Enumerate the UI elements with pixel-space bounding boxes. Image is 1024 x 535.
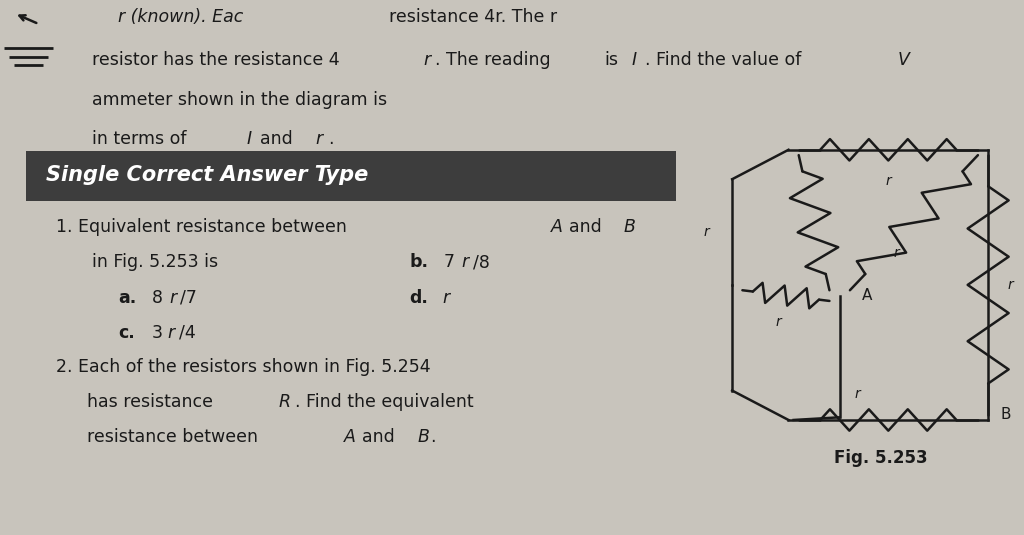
Text: /4: /4 bbox=[179, 324, 196, 342]
Text: 8: 8 bbox=[152, 289, 163, 307]
Text: and: and bbox=[260, 130, 293, 148]
Text: has resistance: has resistance bbox=[87, 393, 213, 411]
Text: and: and bbox=[569, 218, 602, 236]
Text: I: I bbox=[632, 51, 637, 69]
Text: a.: a. bbox=[118, 289, 136, 307]
Text: A: A bbox=[344, 428, 356, 446]
Text: /8: /8 bbox=[473, 253, 489, 271]
Text: b.: b. bbox=[410, 253, 429, 271]
Text: A: A bbox=[551, 218, 563, 236]
Text: r: r bbox=[315, 130, 323, 148]
Text: . Find the equivalent: . Find the equivalent bbox=[295, 393, 473, 411]
Text: . Find the value of: . Find the value of bbox=[645, 51, 802, 69]
FancyBboxPatch shape bbox=[26, 151, 676, 201]
Text: r (known). Eac: r (known). Eac bbox=[118, 8, 243, 26]
Text: r: r bbox=[855, 387, 860, 401]
Text: resistance between: resistance between bbox=[87, 428, 258, 446]
Text: resistor has the resistance 4: resistor has the resistance 4 bbox=[92, 51, 340, 69]
Text: is: is bbox=[604, 51, 618, 69]
Text: .: . bbox=[430, 428, 435, 446]
Text: r: r bbox=[423, 51, 430, 69]
Text: r: r bbox=[462, 253, 469, 271]
Text: in terms of: in terms of bbox=[92, 130, 186, 148]
Text: 1. Equivalent resistance between: 1. Equivalent resistance between bbox=[56, 218, 347, 236]
Text: V: V bbox=[898, 51, 910, 69]
Text: r: r bbox=[775, 315, 781, 330]
Text: r: r bbox=[1008, 278, 1014, 292]
Text: R: R bbox=[279, 393, 291, 411]
Text: 7: 7 bbox=[443, 253, 455, 271]
Text: d.: d. bbox=[410, 289, 428, 307]
Text: I: I bbox=[247, 130, 252, 148]
Text: r: r bbox=[893, 246, 899, 260]
Text: in Fig. 5.253 is: in Fig. 5.253 is bbox=[92, 253, 218, 271]
Text: c.: c. bbox=[118, 324, 134, 342]
Text: r: r bbox=[703, 225, 710, 239]
Text: 2. Each of the resistors shown in Fig. 5.254: 2. Each of the resistors shown in Fig. 5… bbox=[56, 358, 431, 377]
Text: /7: /7 bbox=[180, 289, 197, 307]
Text: r: r bbox=[169, 289, 176, 307]
Text: resistance 4r. The r: resistance 4r. The r bbox=[389, 8, 557, 26]
Text: Fig. 5.253: Fig. 5.253 bbox=[834, 449, 928, 468]
Text: B: B bbox=[624, 218, 636, 236]
Text: and: and bbox=[362, 428, 395, 446]
Text: r: r bbox=[886, 174, 891, 188]
Text: r: r bbox=[167, 324, 174, 342]
Text: 3: 3 bbox=[152, 324, 163, 342]
Text: B: B bbox=[1000, 407, 1011, 422]
Text: r: r bbox=[442, 289, 450, 307]
Text: .: . bbox=[328, 130, 333, 148]
Text: B: B bbox=[418, 428, 430, 446]
Text: A: A bbox=[862, 288, 872, 303]
Text: ammeter shown in the diagram is: ammeter shown in the diagram is bbox=[92, 91, 387, 109]
Text: . The reading: . The reading bbox=[435, 51, 551, 69]
Text: Single Correct Answer Type: Single Correct Answer Type bbox=[46, 165, 369, 186]
